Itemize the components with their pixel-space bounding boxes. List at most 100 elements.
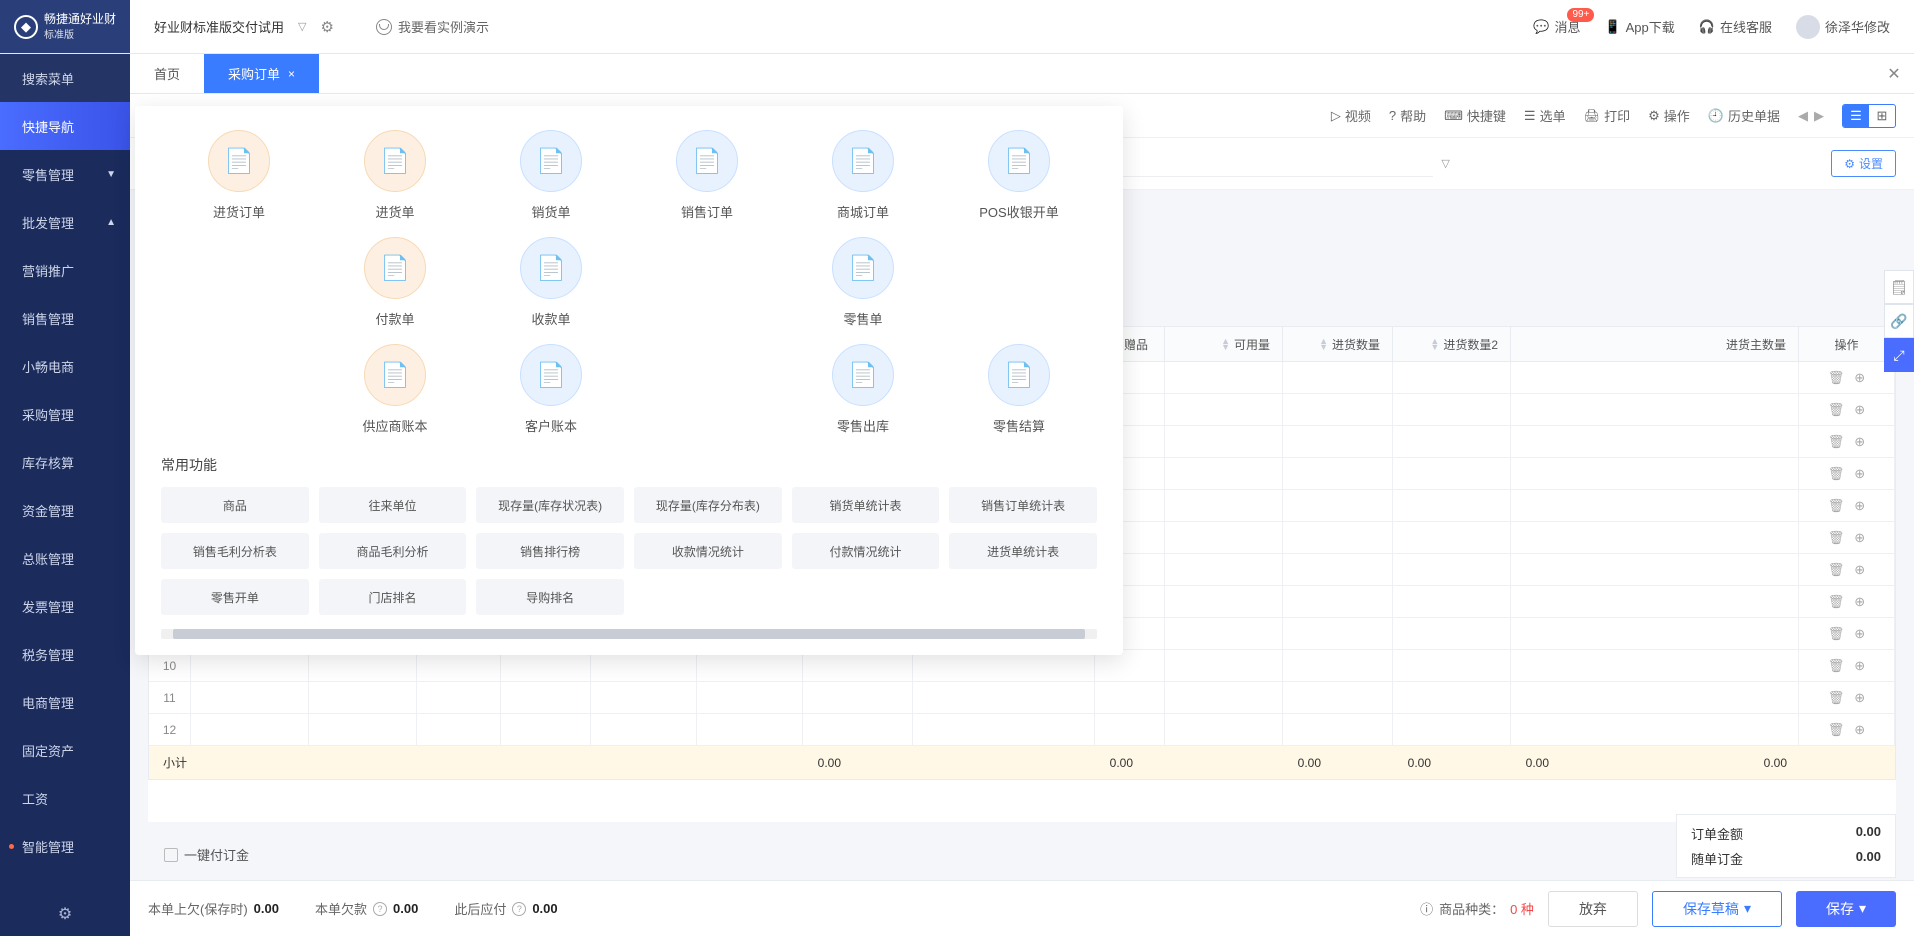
common-func-button[interactable]: 商品毛利分析 xyxy=(319,533,467,569)
flow-node[interactable]: 📄进货订单 xyxy=(161,130,317,221)
flow-node[interactable]: 📄付款单 xyxy=(317,237,473,328)
rail-link-icon[interactable]: 🔗 xyxy=(1884,304,1914,338)
delete-icon[interactable]: 🗑 xyxy=(1828,402,1845,418)
nav-settings[interactable]: ⚙ xyxy=(0,892,130,936)
common-func-button[interactable]: 往来单位 xyxy=(319,487,467,523)
chevron-left-icon[interactable]: ◀ xyxy=(1798,108,1808,124)
delete-icon[interactable]: 🗑 xyxy=(1828,562,1845,578)
add-icon[interactable]: ⊕ xyxy=(1854,722,1865,738)
action-button[interactable]: ⚙操作 xyxy=(1648,106,1690,125)
app-download-button[interactable]: 📱 App下载 xyxy=(1604,17,1674,36)
delete-icon[interactable]: 🗑 xyxy=(1828,594,1845,610)
print-button[interactable]: 🖨打印 xyxy=(1584,106,1631,125)
nav-eshop[interactable]: 电商管理 xyxy=(0,678,130,726)
one-click-deposit[interactable]: 一键付订金 xyxy=(164,845,249,864)
th-in1[interactable]: ▲▼进货数量 xyxy=(1283,327,1393,361)
common-func-button[interactable]: 销售订单统计表 xyxy=(949,487,1097,523)
user-menu[interactable]: 徐泽华修改 xyxy=(1796,15,1890,39)
nav-retail[interactable]: 零售管理▼ xyxy=(0,150,130,198)
common-func-button[interactable]: 销售毛利分析表 xyxy=(161,533,309,569)
flow-node[interactable]: 📄供应商账本 xyxy=(317,344,473,435)
nav-assets[interactable]: 固定资产 xyxy=(0,726,130,774)
tab-purchase-order[interactable]: 采购订单 × xyxy=(204,54,319,93)
close-icon[interactable]: × xyxy=(288,67,295,81)
add-icon[interactable]: ⊕ xyxy=(1854,370,1865,386)
add-icon[interactable]: ⊕ xyxy=(1854,626,1865,642)
add-icon[interactable]: ⊕ xyxy=(1854,594,1865,610)
overlay-scrollbar[interactable] xyxy=(161,629,1097,639)
add-icon[interactable]: ⊕ xyxy=(1854,402,1865,418)
flow-node[interactable]: 📄零售单 xyxy=(785,237,941,328)
save-draft-button[interactable]: 保存草稿▾ xyxy=(1652,891,1782,927)
flow-node[interactable]: 📄零售出库 xyxy=(785,344,941,435)
nav-ai[interactable]: 智能管理 xyxy=(0,822,130,870)
common-func-button[interactable]: 零售开单 xyxy=(161,579,309,615)
common-func-button[interactable]: 商品 xyxy=(161,487,309,523)
table-row[interactable]: 12🗑⊕ xyxy=(149,714,1895,746)
flow-node[interactable]: 📄进货单 xyxy=(317,130,473,221)
nav-wholesale[interactable]: 批发管理▲ xyxy=(0,198,130,246)
demo-link[interactable]: 我要看实例演示 xyxy=(358,17,489,36)
list-view-icon[interactable]: ☰ xyxy=(1843,105,1869,127)
video-button[interactable]: ▷视频 xyxy=(1331,106,1371,125)
nav-tax[interactable]: 税务管理 xyxy=(0,630,130,678)
nav-ledger[interactable]: 总账管理 xyxy=(0,534,130,582)
nav-sales[interactable]: 销售管理 xyxy=(0,294,130,342)
nav-quick[interactable]: 快捷导航 xyxy=(0,102,130,150)
common-func-button[interactable]: 销售排行榜 xyxy=(476,533,624,569)
nav-ecommerce[interactable]: 小畅电商 xyxy=(0,342,130,390)
flow-node[interactable]: 📄商城订单 xyxy=(785,130,941,221)
nav-salary[interactable]: 工资 xyxy=(0,774,130,822)
save-button[interactable]: 保存▾ xyxy=(1796,891,1896,927)
gear-icon[interactable]: ⚙ xyxy=(320,18,333,36)
delete-icon[interactable]: 🗑 xyxy=(1828,498,1845,514)
th-in2[interactable]: ▲▼进货数量2 xyxy=(1393,327,1511,361)
add-icon[interactable]: ⊕ xyxy=(1854,498,1865,514)
th-main[interactable]: 进货主数量 xyxy=(1511,327,1799,361)
help-button[interactable]: ?帮助 xyxy=(1389,106,1426,125)
nav-inventory[interactable]: 库存核算 xyxy=(0,438,130,486)
delete-icon[interactable]: 🗑 xyxy=(1828,722,1845,738)
rail-expand-icon[interactable]: ⤢ xyxy=(1884,338,1914,372)
shortcut-button[interactable]: ⌨快捷键 xyxy=(1444,106,1506,125)
pager[interactable]: ◀▶ xyxy=(1798,108,1824,124)
add-icon[interactable]: ⊕ xyxy=(1854,530,1865,546)
rail-note-icon[interactable]: 🗒 xyxy=(1884,270,1914,304)
checkbox-icon[interactable] xyxy=(164,848,178,862)
flow-node[interactable]: 📄POS收银开单 xyxy=(941,130,1097,221)
add-icon[interactable]: ⊕ xyxy=(1854,466,1865,482)
flow-node[interactable]: 📄销货单 xyxy=(473,130,629,221)
add-icon[interactable]: ⊕ xyxy=(1854,690,1865,706)
settings-button[interactable]: ⚙ 设置 xyxy=(1831,150,1896,177)
close-all-tabs[interactable]: ✕ xyxy=(1874,54,1914,93)
tab-home[interactable]: 首页 xyxy=(130,54,204,93)
flow-node[interactable]: 📄零售结算 xyxy=(941,344,1097,435)
common-func-button[interactable]: 门店排名 xyxy=(319,579,467,615)
flow-node[interactable]: 📄销售订单 xyxy=(629,130,785,221)
flow-node[interactable]: 📄客户账本 xyxy=(473,344,629,435)
table-row[interactable]: 11🗑⊕ xyxy=(149,682,1895,714)
common-func-button[interactable]: 导购排名 xyxy=(476,579,624,615)
delete-icon[interactable]: 🗑 xyxy=(1828,530,1845,546)
add-icon[interactable]: ⊕ xyxy=(1854,658,1865,674)
th-avail[interactable]: ▲▼可用量 xyxy=(1165,327,1283,361)
view-toggle[interactable]: ☰ ⊞ xyxy=(1842,104,1896,128)
delete-icon[interactable]: 🗑 xyxy=(1828,466,1845,482)
messages-button[interactable]: 💬 消息 99+ xyxy=(1533,17,1580,36)
nav-purchase[interactable]: 采购管理 xyxy=(0,390,130,438)
common-func-button[interactable]: 销货单统计表 xyxy=(792,487,940,523)
chevron-right-icon[interactable]: ▶ xyxy=(1814,108,1824,124)
product-selector[interactable]: 好业财标准版交付试用 ▽ ⚙ xyxy=(130,17,358,36)
common-func-button[interactable]: 现存量(库存状况表) xyxy=(476,487,624,523)
delete-icon[interactable]: 🗑 xyxy=(1828,434,1845,450)
add-icon[interactable]: ⊕ xyxy=(1854,562,1865,578)
nav-finance[interactable]: 资金管理 xyxy=(0,486,130,534)
delete-icon[interactable]: 🗑 xyxy=(1828,626,1845,642)
nav-marketing[interactable]: 营销推广 xyxy=(0,246,130,294)
common-func-button[interactable]: 进货单统计表 xyxy=(949,533,1097,569)
add-icon[interactable]: ⊕ xyxy=(1854,434,1865,450)
select-button[interactable]: ☰选单 xyxy=(1524,106,1566,125)
grid-view-icon[interactable]: ⊞ xyxy=(1869,105,1895,127)
delete-icon[interactable]: 🗑 xyxy=(1828,690,1845,706)
support-button[interactable]: 🎧 在线客服 xyxy=(1699,17,1772,36)
